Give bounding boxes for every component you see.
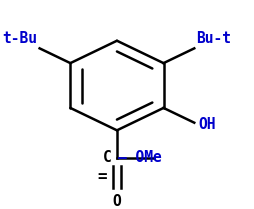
Text: Bu-t: Bu-t: [196, 31, 231, 46]
Text: t-Bu: t-Bu: [2, 31, 37, 46]
Text: OH: OH: [198, 117, 215, 132]
Text: — OMe: — OMe: [118, 150, 161, 165]
Text: O: O: [112, 194, 121, 209]
Text: =: =: [97, 169, 106, 184]
Text: C: C: [102, 150, 111, 165]
